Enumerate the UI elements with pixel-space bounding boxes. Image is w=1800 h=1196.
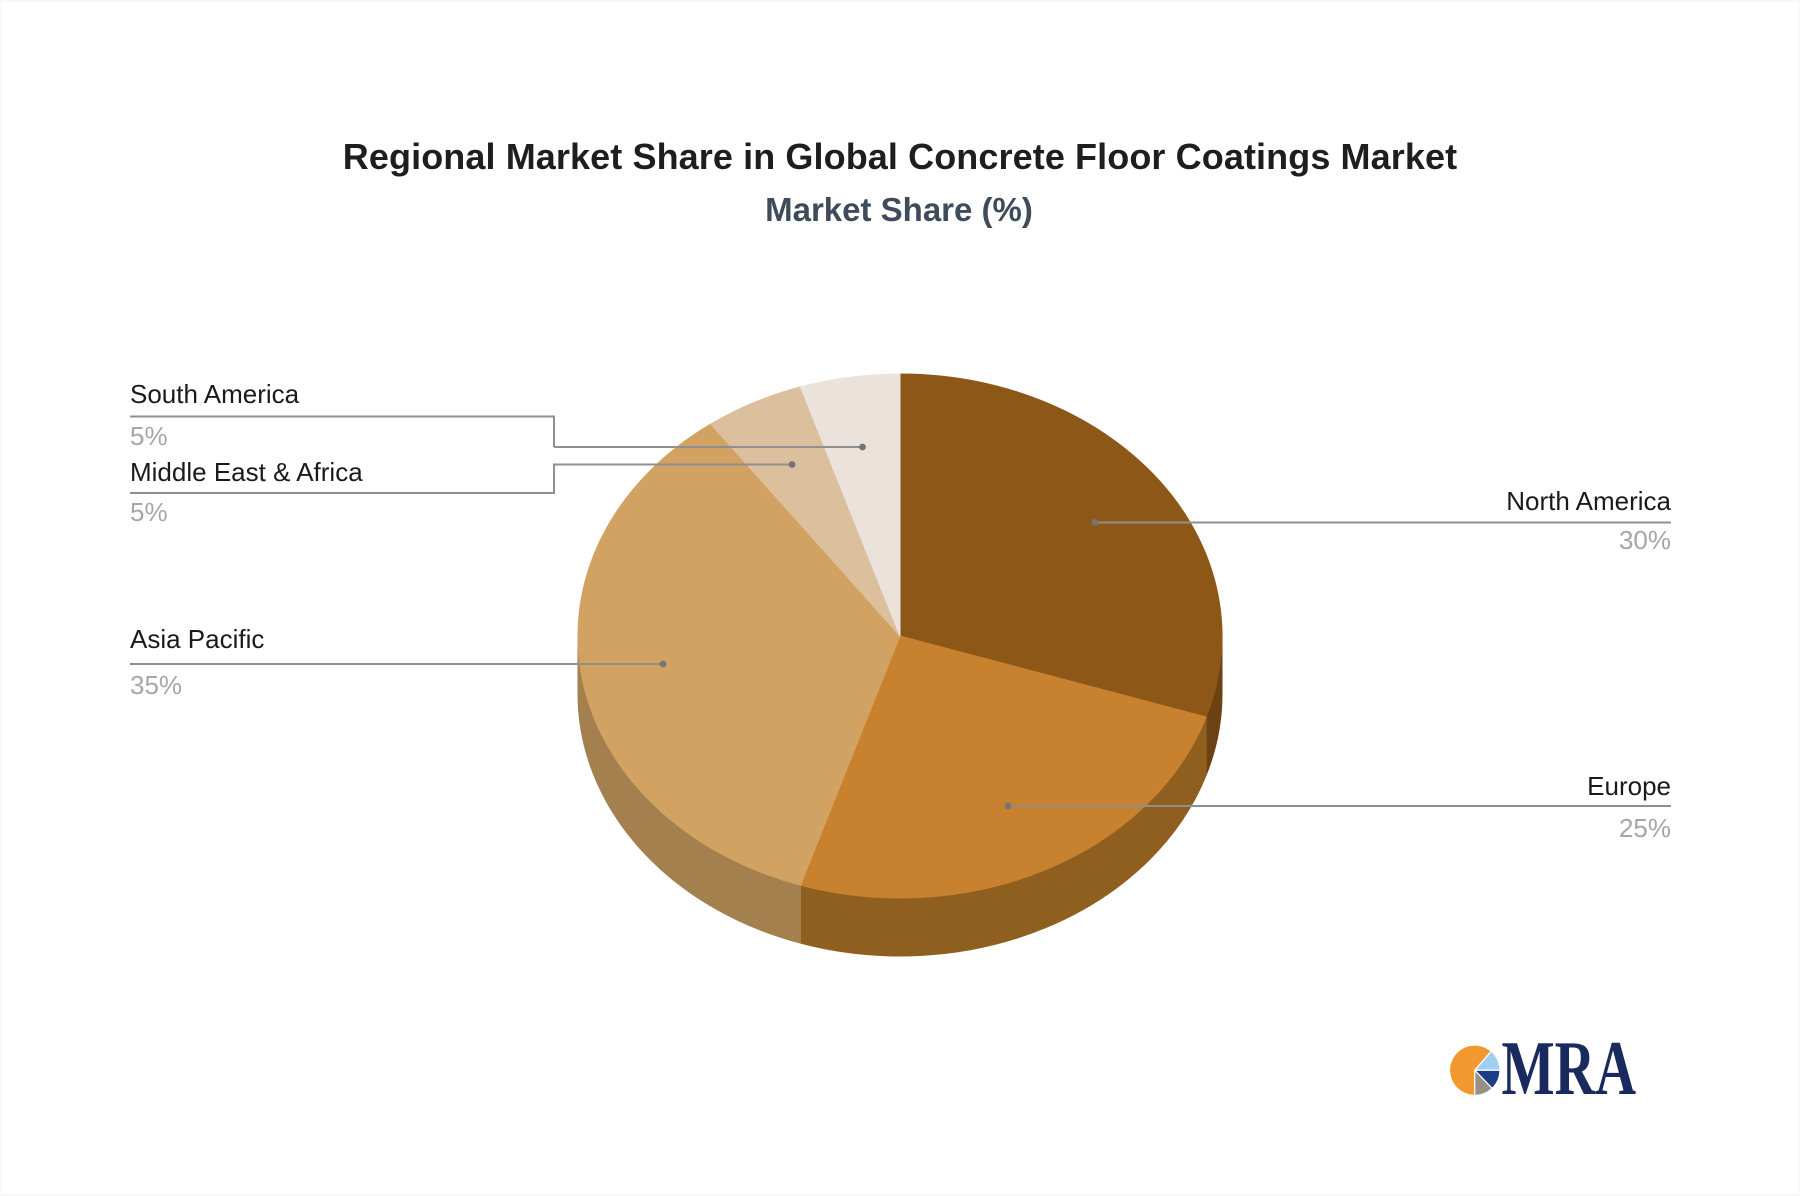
svg-text:North America: North America xyxy=(1506,486,1671,516)
svg-text:MRA: MRA xyxy=(1502,1025,1637,1111)
svg-text:30%: 30% xyxy=(1619,525,1671,555)
svg-text:Market Share (%): Market Share (%) xyxy=(765,191,1033,228)
svg-text:Regional Market Share in Globa: Regional Market Share in Global Concrete… xyxy=(343,136,1457,177)
svg-text:Asia Pacific: Asia Pacific xyxy=(130,624,264,654)
svg-text:Europe: Europe xyxy=(1587,771,1671,801)
svg-text:Middle East & Africa: Middle East & Africa xyxy=(130,457,363,487)
svg-text:25%: 25% xyxy=(1619,813,1671,843)
svg-text:5%: 5% xyxy=(130,421,168,451)
svg-text:35%: 35% xyxy=(130,670,182,700)
svg-text:South America: South America xyxy=(130,379,300,409)
svg-text:5%: 5% xyxy=(130,497,168,527)
